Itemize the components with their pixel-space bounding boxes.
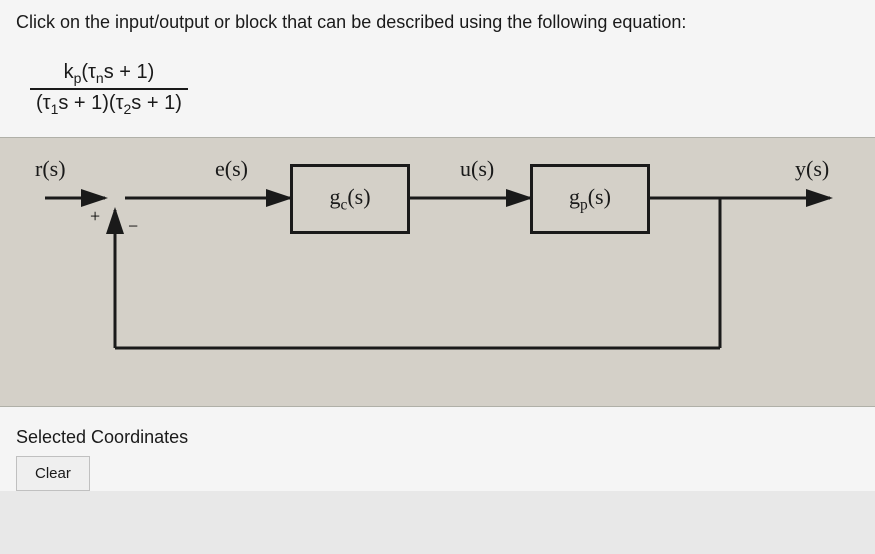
block-gp[interactable]: gp(s) [530,164,650,234]
sum-minus: − [128,216,138,237]
equation-numerator: kp(τns + 1) [30,61,188,90]
question-text: Click on the input/output or block that … [0,0,875,41]
clear-button[interactable]: Clear [16,456,90,491]
block-gc-label: gc(s) [329,184,370,214]
block-gc[interactable]: gc(s) [290,164,410,234]
diagram-lines [0,138,875,408]
sum-plus: + [90,206,100,227]
signal-u[interactable]: u(s) [460,156,494,182]
equation: kp(τns + 1) (τ1s + 1)(τ2s + 1) [0,41,875,137]
equation-denominator: (τ1s + 1)(τ2s + 1) [30,90,188,117]
selected-coordinates-label: Selected Coordinates [16,427,859,448]
signal-r[interactable]: r(s) [35,156,66,182]
block-gp-label: gp(s) [569,184,611,214]
signal-y[interactable]: y(s) [795,156,829,182]
block-diagram[interactable]: r(s) e(s) u(s) y(s) + − gc(s) gp(s) [0,137,875,407]
signal-e[interactable]: e(s) [215,156,248,182]
